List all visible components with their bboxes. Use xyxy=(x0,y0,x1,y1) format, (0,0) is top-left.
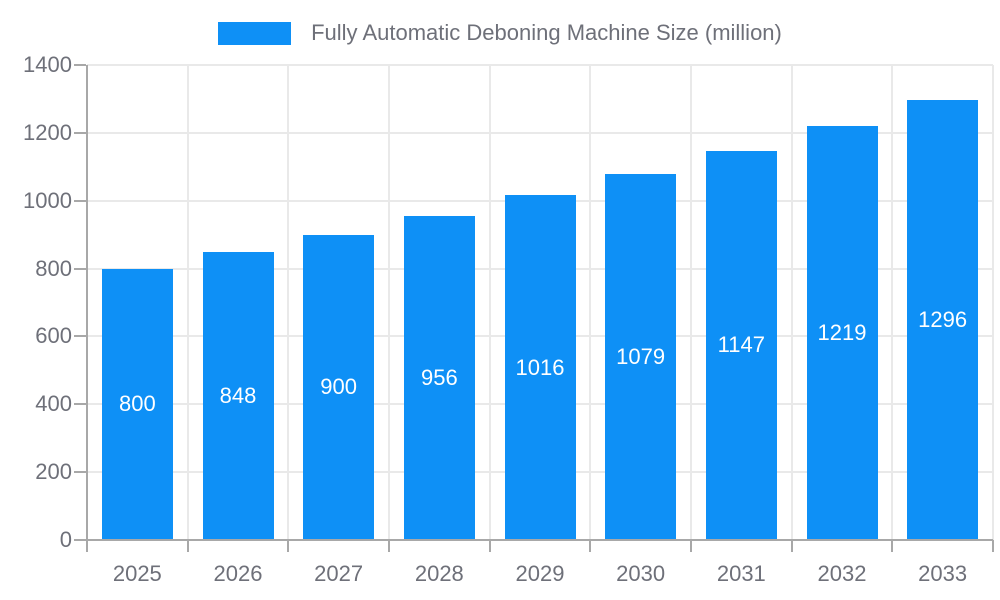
y-axis-tick xyxy=(74,64,86,66)
bar-value-label: 848 xyxy=(219,383,257,409)
bar-value-label: 900 xyxy=(320,374,358,400)
bar-value-label: 956 xyxy=(420,364,458,390)
y-axis-tick-label: 1400 xyxy=(23,52,72,77)
bar-value-label: 1079 xyxy=(616,343,666,369)
gridline-vertical xyxy=(488,65,491,540)
bar: 1296 xyxy=(907,100,979,540)
x-axis-line xyxy=(86,539,993,541)
x-axis-tick-label: 2033 xyxy=(918,561,968,586)
y-axis-tick-label: 1200 xyxy=(23,119,72,145)
x-axis-tick-label: 2026 xyxy=(213,561,263,586)
gridline-vertical xyxy=(388,65,390,540)
legend-item[interactable]: Fully Automatic Deboning Machine Size (m… xyxy=(0,19,1000,47)
bar: 1219 xyxy=(806,126,878,540)
x-axis-tick-label: 2027 xyxy=(314,561,364,586)
x-axis-tick-label: 2030 xyxy=(616,561,666,586)
legend-swatch xyxy=(218,21,292,45)
x-axis-tick xyxy=(891,540,894,552)
y-axis-tick-label: 1000 xyxy=(23,187,72,213)
gridline-vertical xyxy=(287,65,290,540)
x-axis-tick xyxy=(589,540,592,552)
y-axis-tick xyxy=(74,403,86,406)
bar: 900 xyxy=(303,234,375,540)
bar-value-label: 1147 xyxy=(717,332,765,358)
bar-value-label: 1016 xyxy=(515,354,565,380)
gridline-vertical xyxy=(891,65,894,540)
y-axis-line xyxy=(86,65,88,540)
bar: 848 xyxy=(202,252,274,540)
bar: 1016 xyxy=(504,195,576,540)
y-axis-tick xyxy=(74,199,86,202)
x-axis-tick xyxy=(790,540,793,552)
gridline-vertical xyxy=(690,65,692,540)
bar-value-label: 1219 xyxy=(817,320,867,346)
x-axis-tick xyxy=(488,540,491,552)
gridline-horizontal xyxy=(87,64,993,66)
gridline-vertical xyxy=(992,65,994,540)
gridline-vertical xyxy=(186,65,189,540)
bar: 800 xyxy=(101,268,173,540)
x-axis-tick-label: 2028 xyxy=(414,561,464,586)
x-axis-tick xyxy=(186,540,189,552)
bar: 1147 xyxy=(705,150,777,540)
y-axis-tick xyxy=(74,471,86,474)
y-axis-tick-label: 0 xyxy=(59,527,72,552)
x-axis-tick xyxy=(992,540,994,552)
y-axis-tick xyxy=(74,131,86,134)
y-axis-tick xyxy=(74,267,86,270)
x-axis-tick-label: 2032 xyxy=(817,561,867,586)
y-axis-tick xyxy=(74,539,86,541)
gridline-vertical xyxy=(589,65,592,540)
bar: 956 xyxy=(403,215,475,540)
bar: 1079 xyxy=(605,173,677,540)
y-axis-tick-label: 600 xyxy=(35,323,72,349)
y-axis-tick-label: 400 xyxy=(35,391,72,417)
gridline-vertical xyxy=(790,65,793,540)
x-axis-tick-label: 2031 xyxy=(716,561,766,586)
bar-value-label: 1296 xyxy=(918,307,968,333)
x-axis-tick xyxy=(86,540,88,552)
bar-value-label: 800 xyxy=(118,391,156,417)
y-axis-tick-label: 200 xyxy=(35,459,72,485)
y-axis-tick-label: 800 xyxy=(35,255,72,281)
plot-area: 800 848 900 956 1016 1079 1147 1219 1296 xyxy=(74,64,994,552)
y-axis-tick xyxy=(74,335,86,338)
x-axis-tick-label: 2025 xyxy=(112,561,162,586)
gridline-horizontal xyxy=(87,131,993,134)
x-axis-tick xyxy=(690,540,692,552)
x-axis-tick-label: 2029 xyxy=(515,561,565,586)
x-axis-tick xyxy=(388,540,390,552)
legend-label: Fully Automatic Deboning Machine Size (m… xyxy=(311,20,782,45)
x-axis-tick xyxy=(287,540,290,552)
